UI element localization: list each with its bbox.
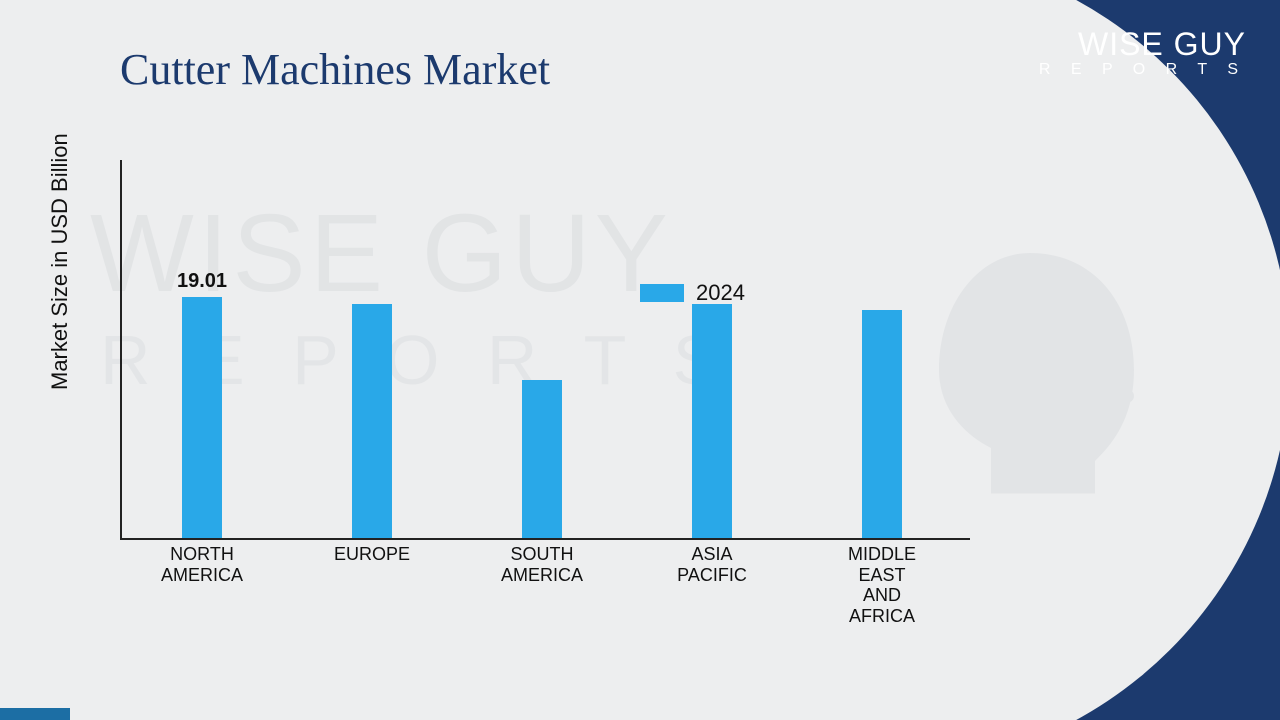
bar: [522, 380, 562, 538]
page-canvas: Cutter Machines Market WISE GUY R E P O …: [0, 0, 1280, 720]
category-label: MIDDLEEASTANDAFRICA: [812, 538, 952, 627]
bar-value-label: 19.01: [177, 270, 227, 293]
bar-group: SOUTHAMERICA: [522, 158, 562, 538]
bottom-accent-strip: [0, 708, 70, 720]
category-label: ASIAPACIFIC: [642, 538, 782, 585]
bar-chart: Market Size in USD Billion 2024 19.01NOR…: [100, 160, 970, 620]
bar-group: ASIAPACIFIC: [692, 158, 732, 538]
bar: [862, 310, 902, 538]
bar: [182, 297, 222, 538]
plot-area: 19.01NORTHAMERICA EUROPE SOUTHAMERICA ASIAP…: [120, 160, 970, 540]
category-label: EUROPE: [302, 538, 442, 565]
bar-group: MIDDLEEASTANDAFRICA: [862, 158, 902, 538]
category-label: NORTHAMERICA: [132, 538, 272, 585]
bar-group: 19.01NORTHAMERICA: [182, 158, 222, 538]
category-label: SOUTHAMERICA: [472, 538, 612, 585]
brand-logo-line1: WISE GUY: [1039, 26, 1246, 63]
bar: [692, 304, 732, 538]
bar-group: EUROPE: [352, 158, 392, 538]
brand-logo-line2: R E P O R T S: [1039, 61, 1246, 79]
page-title: Cutter Machines Market: [120, 44, 550, 95]
brand-logo: WISE GUY R E P O R T S: [1039, 26, 1246, 79]
y-axis-label: Market Size in USD Billion: [47, 133, 73, 390]
bar: [352, 304, 392, 538]
